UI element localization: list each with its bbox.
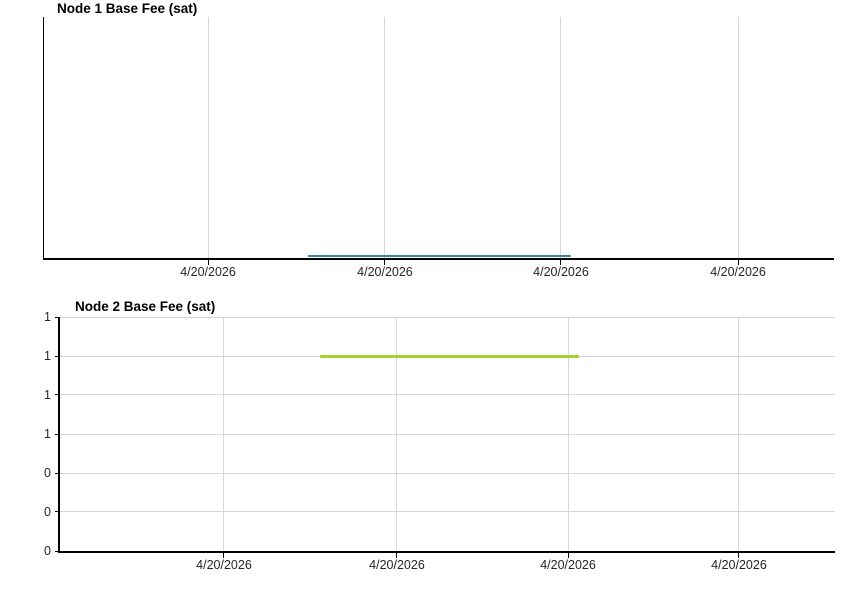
- x-tick-mark: [396, 553, 398, 558]
- x-tick-label: 4/20/2026: [540, 558, 596, 572]
- x-gridline: [384, 17, 386, 258]
- x-gridline: [737, 17, 739, 258]
- y-tick-label: 1: [44, 349, 51, 363]
- chart-node1-base-fee: Node 1 Base Fee (sat) 4/20/2026 4/20/2026…: [0, 0, 860, 290]
- x-tick-label: 4/20/2026: [533, 265, 589, 279]
- y-tick-label: 1: [44, 310, 51, 324]
- x-tick-label: 4/20/2026: [196, 558, 252, 572]
- x-gridline: [207, 17, 209, 258]
- y-tick-mark: [55, 511, 60, 513]
- plot-area-node1: 4/20/2026 4/20/2026 4/20/2026 4/20/2026: [43, 17, 834, 279]
- x-tick-label: 4/20/2026: [357, 265, 413, 279]
- series-line-1: [308, 255, 571, 258]
- x-tick-mark: [738, 553, 740, 558]
- x-tick-mark: [737, 260, 739, 265]
- series-line-2: [320, 354, 579, 358]
- y-tick-label: 0: [44, 544, 51, 558]
- y-tick-mark: [55, 433, 60, 435]
- chart-title-node2: Node 2 Base Fee (sat): [75, 299, 216, 314]
- y-tick-label: 1: [44, 427, 51, 441]
- x-tick-label: 4/20/2026: [180, 265, 236, 279]
- x-tick-label: 4/20/2026: [710, 265, 766, 279]
- x-gridline: [560, 17, 562, 258]
- y-tick-mark: [55, 394, 60, 396]
- x-tick-label: 4/20/2026: [369, 558, 425, 572]
- x-tick-mark: [384, 260, 386, 265]
- y-gridline: [60, 394, 835, 396]
- y-tick-label: 0: [44, 466, 51, 480]
- x-tick-mark: [207, 260, 209, 265]
- y-tick-mark: [55, 472, 60, 474]
- plot-area-node2: 4/20/2026 4/20/2026 4/20/2026 4/20/2026 1 1 1 1…: [44, 310, 835, 572]
- y-tick-label: 1: [44, 387, 51, 402]
- y-gridline: [60, 511, 835, 513]
- chart-node2-base-fee: Node 2 Base Fee (sat) 4/20/2026 4/20/2026…: [0, 290, 860, 600]
- y-tick-mark: [55, 355, 60, 357]
- y-gridline: [60, 316, 835, 318]
- y-gridline: [60, 472, 835, 474]
- x-tick-mark: [567, 553, 569, 558]
- chart-title-node1: Node 1 Base Fee (sat): [57, 1, 198, 16]
- x-tick-mark: [223, 553, 225, 558]
- y-tick-mark: [55, 316, 60, 318]
- x-tick-label: 4/20/2026: [711, 558, 767, 572]
- y-tick-mark: [55, 550, 60, 552]
- x-tick-mark: [560, 260, 562, 265]
- y-gridline: [60, 433, 835, 435]
- y-tick-label: 0: [44, 504, 51, 519]
